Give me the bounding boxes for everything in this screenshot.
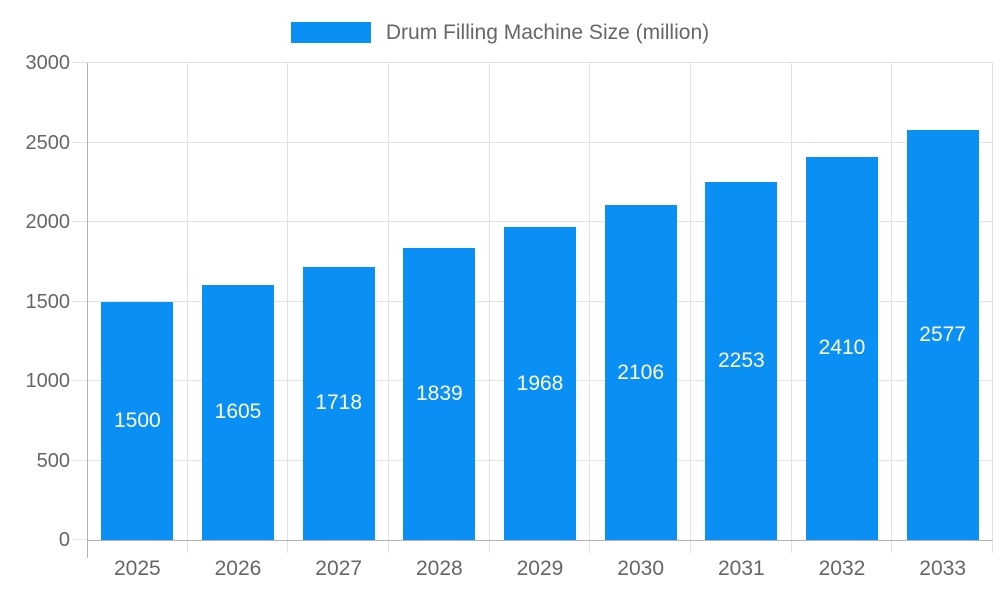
bar-value-label: 1718 [315,391,363,415]
plot-area: 1500 1605 1718 1839 1968 2106 2253 2410 2577 [87,62,993,540]
bar-2030[interactable]: 2106 [604,205,677,540]
bar-value-label: 1839 [415,381,463,405]
x-gridline [287,63,289,540]
x-tick [186,540,188,553]
x-gridline [690,63,691,540]
y-tick [72,539,87,540]
x-axis-tick-label: 2030 [617,557,665,580]
x-gridline [488,63,490,540]
x-tick [488,540,490,553]
x-axis-tick-label: 2032 [818,557,866,580]
x-axis-tick-label: 2026 [214,557,262,580]
bar-2031[interactable]: 2253 [705,181,778,540]
bar-2029[interactable]: 1968 [504,227,576,540]
x-axis-tick-label: 2028 [415,557,463,580]
legend-label: Drum Filling Machine Size (million) [385,20,710,44]
x-axis-tick-label: 2033 [919,557,967,580]
y-axis-tick-label: 2500 [25,131,71,154]
bar-2032[interactable]: 2410 [806,156,878,540]
y-tick [72,62,87,63]
bar-2027[interactable]: 1718 [302,266,375,540]
bar-2026[interactable]: 1605 [202,284,274,540]
x-gridline [388,63,389,540]
bar-2025[interactable]: 1500 [101,301,174,540]
y-axis-line [87,63,88,558]
x-axis-line [87,540,993,541]
y-axis-tick-label: 1000 [25,370,71,392]
y-gridline [87,62,993,63]
x-tick [992,540,993,553]
x-gridline [186,63,188,540]
y-axis-tick-label: 0 [58,529,70,551]
bar-value-label: 2253 [717,348,765,372]
y-tick [72,300,87,302]
x-tick [690,540,691,553]
x-axis-tick-label: 2031 [717,557,765,580]
x-axis-tick-label: 2029 [516,557,564,580]
y-tick [72,380,87,381]
y-axis-tick-label: 1500 [25,290,71,313]
y-tick [72,141,87,143]
y-axis-tick-label: 3000 [25,52,71,74]
bar-value-label: 2410 [818,336,866,360]
x-gridline [891,63,893,540]
x-tick [891,540,893,553]
x-tick [388,540,389,553]
y-axis-tick-label: 500 [36,449,70,472]
bar-value-label: 1500 [113,408,161,432]
x-tick [790,540,792,553]
bar-2033[interactable]: 2577 [906,130,979,540]
x-axis-tick-label: 2027 [315,557,363,580]
x-axis-tick-label: 2025 [113,557,161,580]
legend-item[interactable]: Drum Filling Machine Size (million) [0,18,1000,46]
x-gridline [589,63,591,540]
x-gridline [790,63,792,540]
y-axis-tick-label: 2000 [25,211,71,233]
bar-value-label: 1968 [516,371,564,395]
y-gridline [87,141,993,143]
bar-value-label: 2577 [919,323,967,347]
x-gridline [992,63,993,540]
bar-value-label: 2106 [617,360,665,384]
x-tick [589,540,591,553]
y-tick [72,459,87,461]
legend-swatch [290,21,371,43]
bar-value-label: 1605 [214,400,262,424]
bar-2028[interactable]: 1839 [403,247,476,540]
x-tick [287,540,289,553]
y-tick [72,221,87,222]
